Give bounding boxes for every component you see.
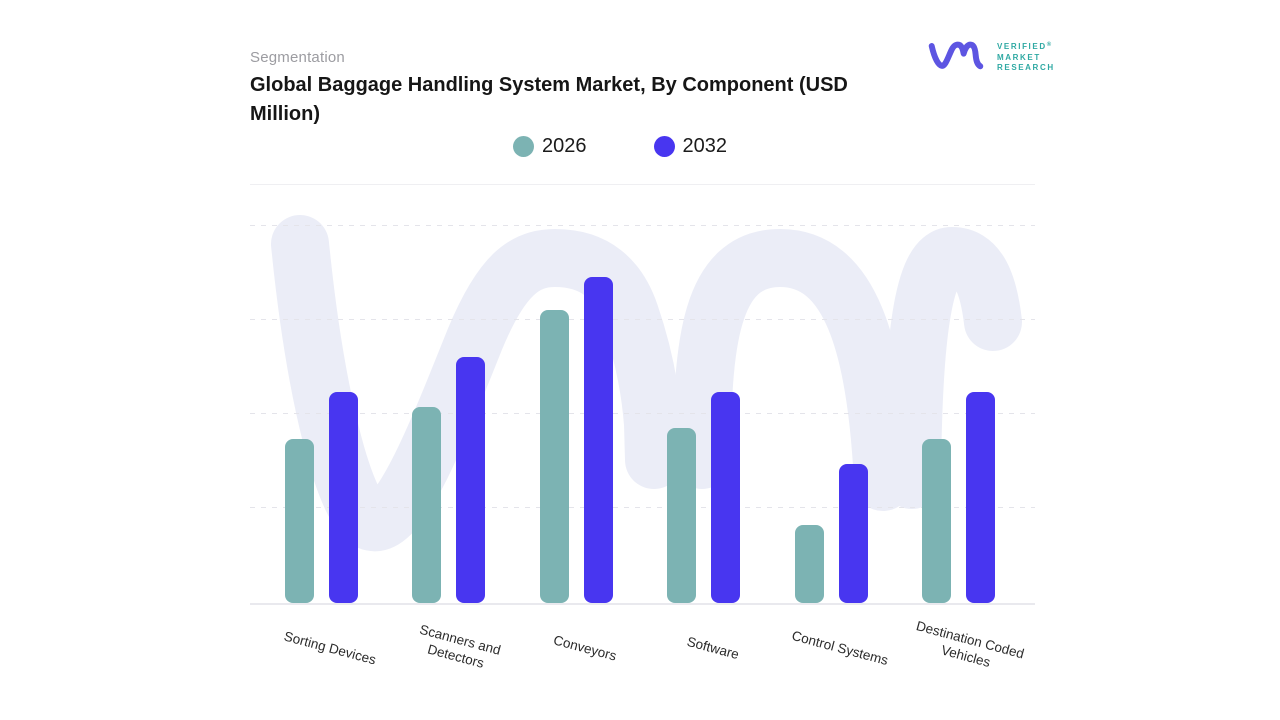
gridline-3 <box>250 507 1035 508</box>
bar-2032-control-systems[interactable] <box>838 464 868 603</box>
chart-plot <box>250 184 1035 605</box>
legend-label-2026: 2026 <box>542 135 587 157</box>
vm-watermark <box>271 215 1022 552</box>
chart-title: Global Baggage Handling System Market, B… <box>250 74 848 125</box>
brand-line-1: VERIFIED® <box>997 42 1052 51</box>
bar-2026-conveyors[interactable] <box>539 310 569 603</box>
brand-line-2: MARKET <box>997 52 1041 62</box>
gridline-0 <box>250 225 1035 226</box>
brand-logo[interactable]: VERIFIED® MARKET RESEARCH <box>927 37 1055 74</box>
vm-monogram-icon <box>928 41 984 70</box>
bar-2032-destination-coded-vehicles[interactable] <box>966 392 995 603</box>
bar-2032-scanners-and-detectors[interactable] <box>456 357 485 603</box>
brand-line-3: RESEARCH <box>997 63 1055 72</box>
x-label-scanners-and-detectors: Scanners and Detectors <box>417 621 502 671</box>
x-label-sorting-devices: Sorting Devices <box>282 628 378 668</box>
x-label-software: Software <box>684 633 741 663</box>
bar-2032-sorting-devices[interactable] <box>328 392 358 603</box>
bar-2032-software[interactable] <box>711 392 740 603</box>
plot-top-border <box>250 184 1035 185</box>
bar-2026-scanners-and-detectors[interactable] <box>412 407 441 603</box>
x-label-control-systems: Control Systems <box>790 627 890 669</box>
brand-wordmark: VERIFIED® MARKET RESEARCH <box>997 42 1055 74</box>
legend-label-2032: 2032 <box>682 135 728 157</box>
x-label-destination-coded-vehicles: Destination Coded Vehicles <box>914 618 1026 670</box>
bar-2026-destination-coded-vehicles[interactable] <box>922 439 951 603</box>
legend-item-2026[interactable]: 2026 <box>513 135 587 158</box>
legend-dot-2026 <box>513 136 534 157</box>
bar-2026-sorting-devices[interactable] <box>284 439 314 603</box>
bar-2026-software[interactable] <box>667 428 696 603</box>
chart-eyebrow: Segmentation <box>250 49 345 66</box>
registered-mark: ® <box>1046 42 1052 48</box>
legend-dot-2032 <box>653 136 675 157</box>
chart-legend: 2026 2032 <box>513 135 727 158</box>
gridline-1 <box>250 319 1035 320</box>
legend-item-2032[interactable]: 2032 <box>653 135 728 158</box>
gridline-2 <box>250 413 1035 414</box>
bar-2032-conveyors[interactable] <box>583 277 613 603</box>
x-label-conveyors: Conveyors <box>551 632 619 664</box>
x-axis-line <box>250 603 1035 605</box>
bar-2026-control-systems[interactable] <box>794 525 824 603</box>
